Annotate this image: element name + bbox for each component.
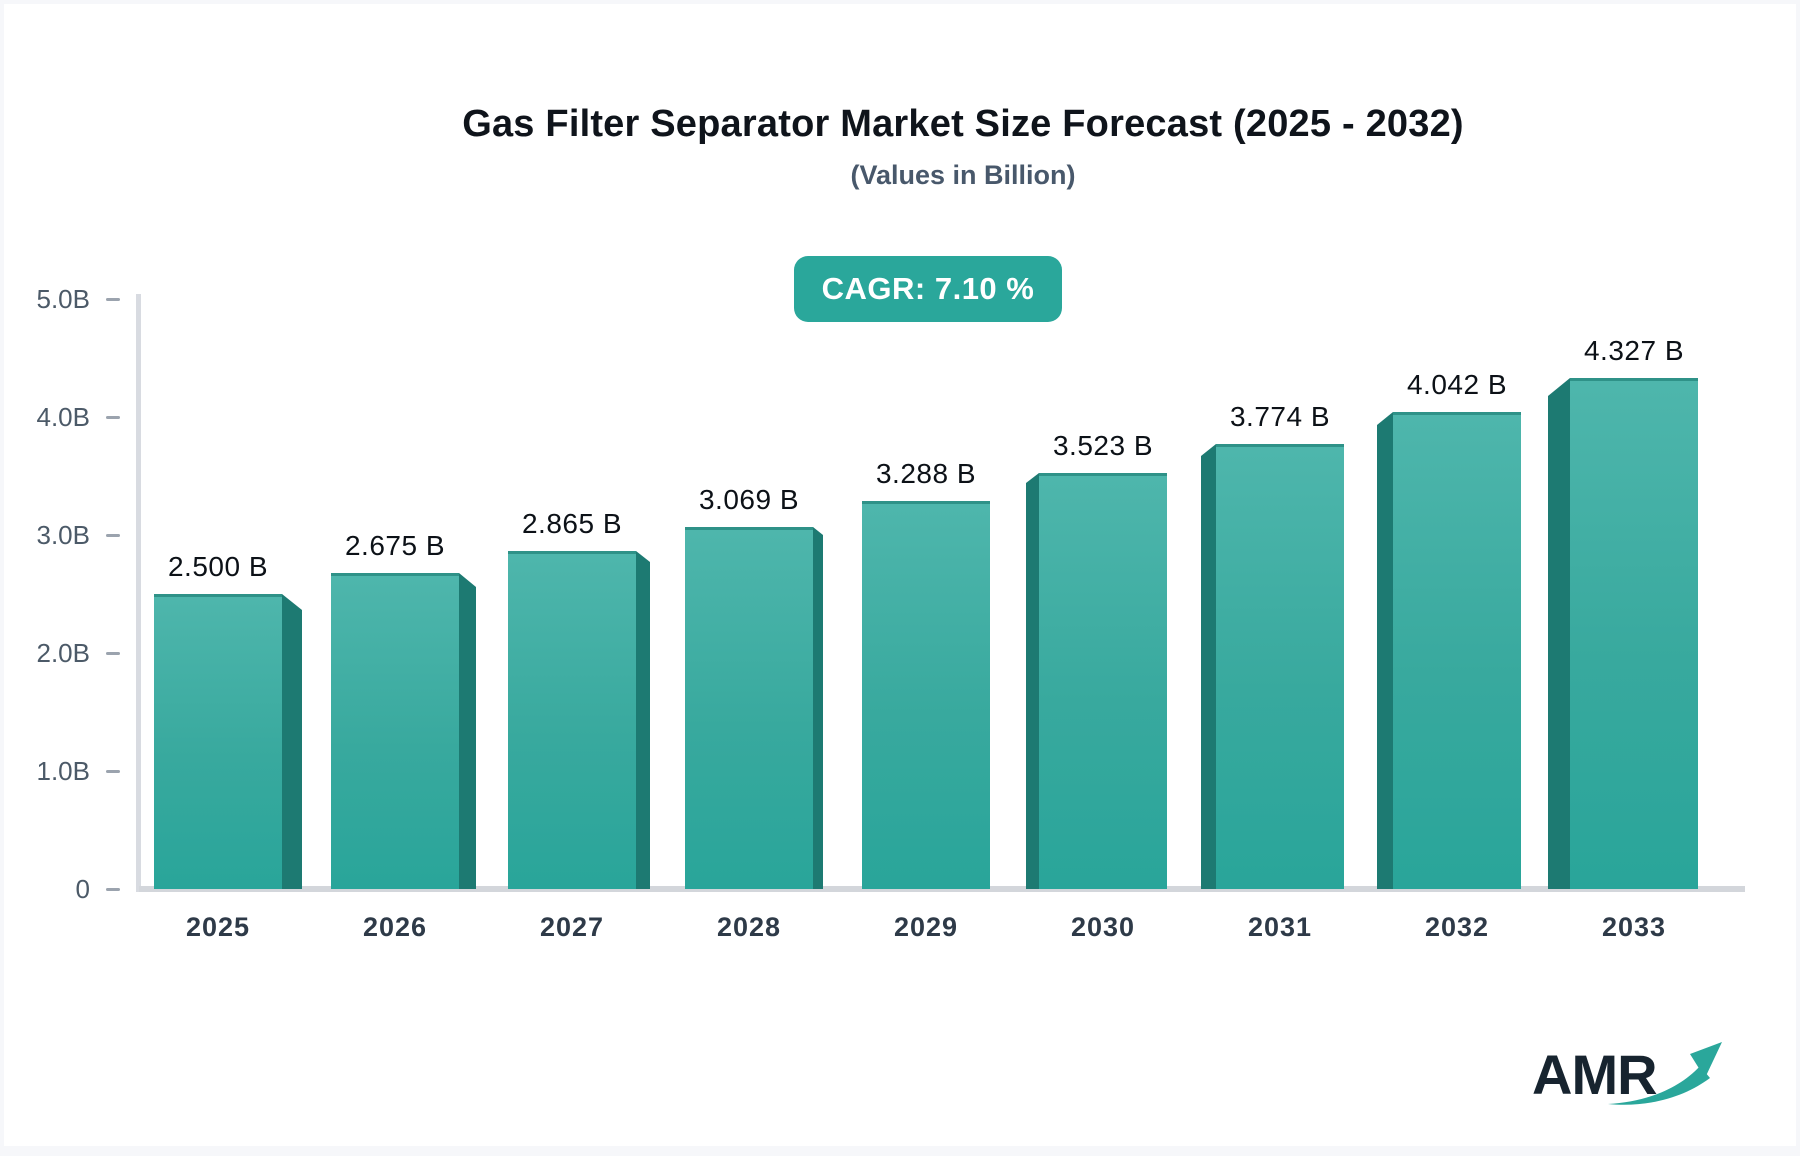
- bar-side-face: [1377, 412, 1393, 889]
- x-axis-label-2025: 2025: [185, 912, 251, 942]
- bar-value-label: 2.500 B: [167, 551, 269, 582]
- chart-card: Gas Filter Separator Market Size Forecas…: [4, 4, 1796, 1146]
- amr-logo-text: AMR: [1532, 1043, 1658, 1106]
- bar-2031: [1216, 444, 1344, 889]
- bar-value-label: 3.288 B: [875, 458, 977, 489]
- bar-value-label: 2.865 B: [521, 508, 623, 539]
- bar-side-face: [1201, 444, 1216, 889]
- x-axis-label-2027: 2027: [539, 912, 605, 942]
- y-tick-label: 1.0B: [36, 756, 91, 786]
- bar-value-label: 4.042 B: [1406, 369, 1508, 400]
- chart-header: Gas Filter Separator Market Size Forecas…: [4, 100, 1800, 192]
- bar-value-label: 3.523 B: [1052, 430, 1154, 461]
- x-axis-label-2032: 2032: [1424, 912, 1490, 942]
- amr-logo: AMR: [1532, 1042, 1732, 1132]
- y-tick-mark: [106, 416, 120, 419]
- bar-value-label: 3.069 B: [698, 484, 800, 515]
- x-axis-baseline: [139, 886, 1745, 892]
- y-tick-label: 3.0B: [36, 520, 91, 550]
- x-axis-label-2029: 2029: [893, 912, 959, 942]
- x-axis-label-2030: 2030: [1070, 912, 1136, 942]
- chart-title: Gas Filter Separator Market Size Forecas…: [462, 103, 1464, 145]
- x-axis-label-2033: 2033: [1601, 912, 1667, 942]
- y-tick-label: 4.0B: [36, 402, 91, 432]
- bar-2028: [685, 527, 813, 889]
- bar-value-label: 2.675 B: [344, 530, 446, 561]
- bar-value-label: 3.774 B: [1229, 401, 1331, 432]
- bar-side-face: [813, 527, 823, 889]
- y-axis-line: [136, 294, 141, 892]
- bar-side-face: [1026, 473, 1039, 889]
- y-tick-mark: [106, 534, 120, 537]
- bar-2030: [1039, 473, 1167, 889]
- bar-2027: [508, 551, 636, 889]
- bar-2032: [1393, 412, 1521, 889]
- y-tick-mark: [106, 652, 120, 655]
- x-axis-label-2026: 2026: [362, 912, 428, 942]
- bar-side-face: [459, 573, 476, 889]
- growth-arrow-icon: [1608, 1042, 1722, 1105]
- plot-area: 5.0B 4.0B 3.0B 2.0B 1.0B 0 2.500 B 2025 2.675 B 2…: [37, 284, 1745, 942]
- bar-2025: [154, 594, 282, 889]
- y-tick-label: 2.0B: [36, 638, 91, 668]
- y-tick-mark: [106, 770, 120, 773]
- cagr-badge: CAGR: 7.10 %: [794, 256, 1062, 322]
- bar-side-face: [636, 551, 650, 889]
- x-axis-label-2031: 2031: [1247, 912, 1313, 942]
- y-tick-label: 5.0B: [36, 284, 91, 314]
- bar-2029: [862, 501, 990, 889]
- y-tick-label: 0: [75, 874, 90, 904]
- bar-side-face: [282, 594, 302, 889]
- bar-2026: [331, 573, 459, 889]
- x-axis-label-2028: 2028: [716, 912, 782, 942]
- bar-2033: [1570, 378, 1698, 889]
- bar-side-face: [1548, 378, 1570, 889]
- y-tick-mark: [106, 888, 120, 891]
- chart-subtitle: (Values in Billion): [850, 160, 1076, 190]
- bar-value-label: 4.327 B: [1583, 335, 1685, 366]
- y-tick-mark: [106, 298, 120, 301]
